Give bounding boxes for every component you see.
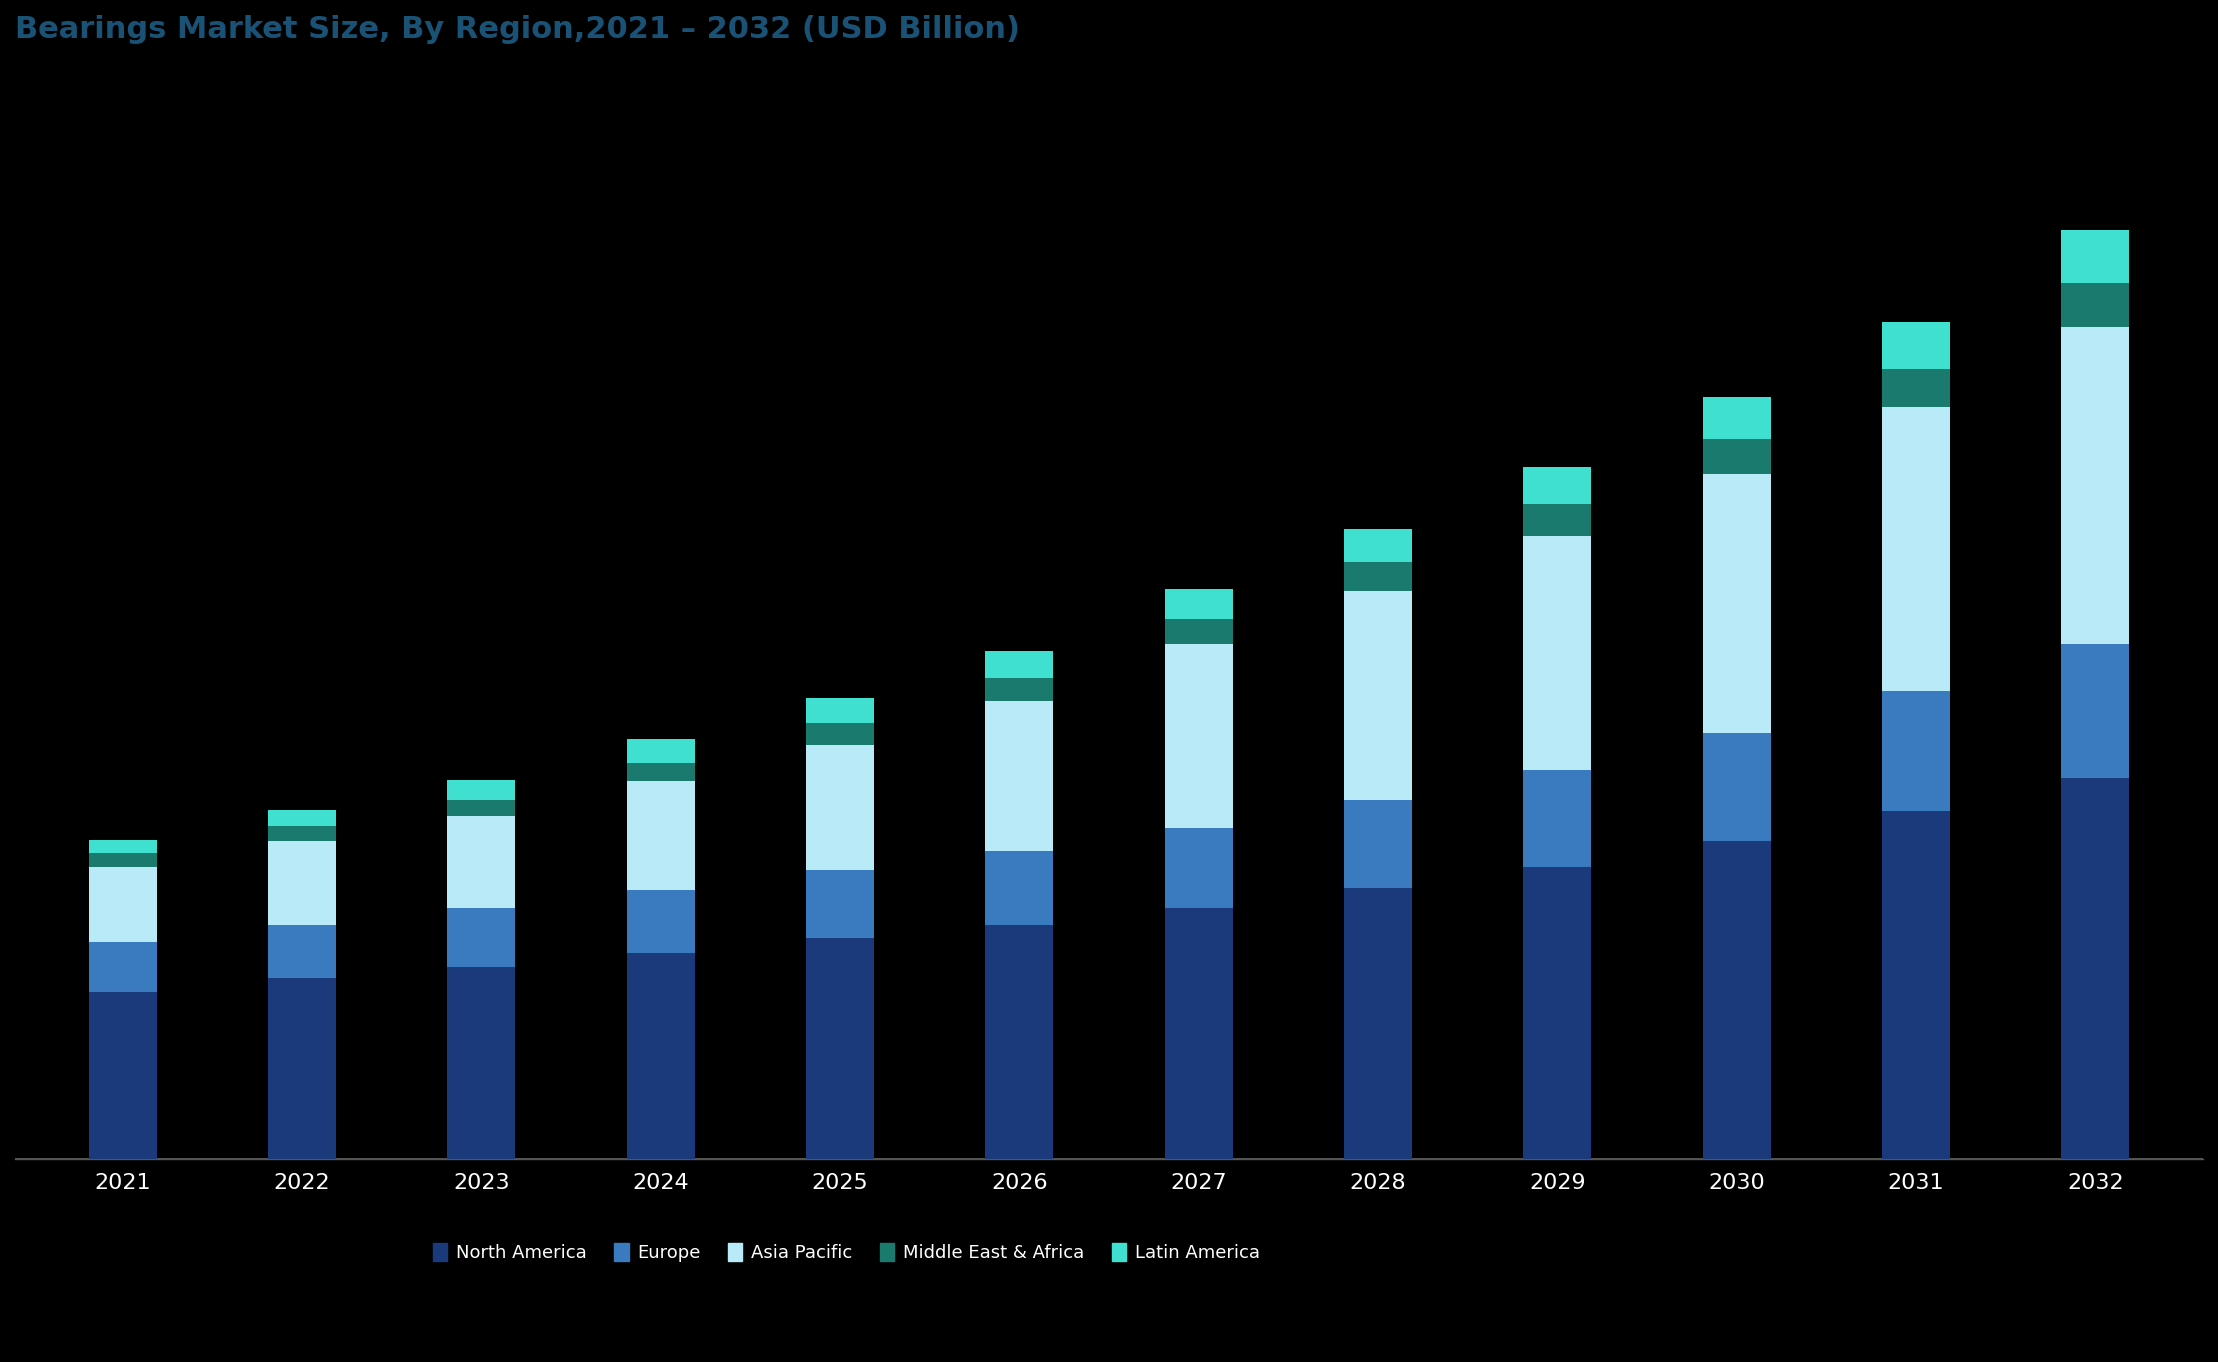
Bar	[2061, 230, 2129, 283]
Bar	[1524, 467, 1593, 504]
Bar	[1344, 528, 1413, 563]
Bar	[1164, 828, 1233, 908]
Bar	[1164, 644, 1233, 828]
Bar	[625, 782, 694, 889]
Bar	[985, 678, 1054, 701]
Bar	[985, 651, 1054, 678]
Bar	[1164, 908, 1233, 1159]
Bar	[1883, 369, 1950, 407]
Bar	[805, 745, 874, 870]
Bar	[1883, 407, 1950, 691]
Bar	[625, 889, 694, 953]
Bar	[1883, 321, 1950, 369]
Bar	[268, 925, 335, 978]
Bar	[89, 866, 157, 941]
Bar	[1344, 799, 1413, 888]
Bar	[1703, 733, 1770, 842]
Bar	[268, 809, 335, 827]
Bar	[1344, 591, 1413, 799]
Bar	[448, 799, 515, 816]
Bar	[448, 908, 515, 967]
Bar	[1344, 888, 1413, 1159]
Bar	[1164, 620, 1233, 644]
Legend: North America, Europe, Asia Pacific, Middle East & Africa, Latin America: North America, Europe, Asia Pacific, Mid…	[426, 1235, 1266, 1269]
Bar	[1164, 590, 1233, 620]
Bar	[625, 953, 694, 1159]
Bar	[1703, 474, 1770, 733]
Bar	[625, 763, 694, 782]
Bar	[268, 978, 335, 1159]
Bar	[2061, 778, 2129, 1159]
Bar	[1524, 866, 1593, 1159]
Bar	[448, 816, 515, 908]
Bar	[1524, 504, 1593, 535]
Bar	[805, 723, 874, 745]
Bar	[985, 701, 1054, 851]
Bar	[1524, 535, 1593, 770]
Bar	[1703, 842, 1770, 1159]
Bar	[2061, 327, 2129, 644]
Bar	[448, 779, 515, 799]
Bar	[985, 851, 1054, 925]
Bar	[805, 870, 874, 938]
Bar	[89, 941, 157, 992]
Bar	[1703, 439, 1770, 474]
Bar	[805, 697, 874, 723]
Bar	[1883, 691, 1950, 812]
Bar	[1703, 396, 1770, 439]
Bar	[805, 938, 874, 1159]
Text: Bearings Market Size, By Region,2021 – 2032 (USD Billion): Bearings Market Size, By Region,2021 – 2…	[16, 15, 1020, 44]
Bar	[268, 842, 335, 925]
Bar	[625, 740, 694, 763]
Bar	[448, 967, 515, 1159]
Bar	[268, 827, 335, 842]
Bar	[89, 840, 157, 853]
Bar	[1524, 770, 1593, 866]
Bar	[985, 925, 1054, 1159]
Bar	[1883, 812, 1950, 1159]
Bar	[2061, 644, 2129, 778]
Bar	[2061, 283, 2129, 327]
Bar	[1344, 563, 1413, 591]
Bar	[89, 853, 157, 866]
Bar	[89, 992, 157, 1159]
